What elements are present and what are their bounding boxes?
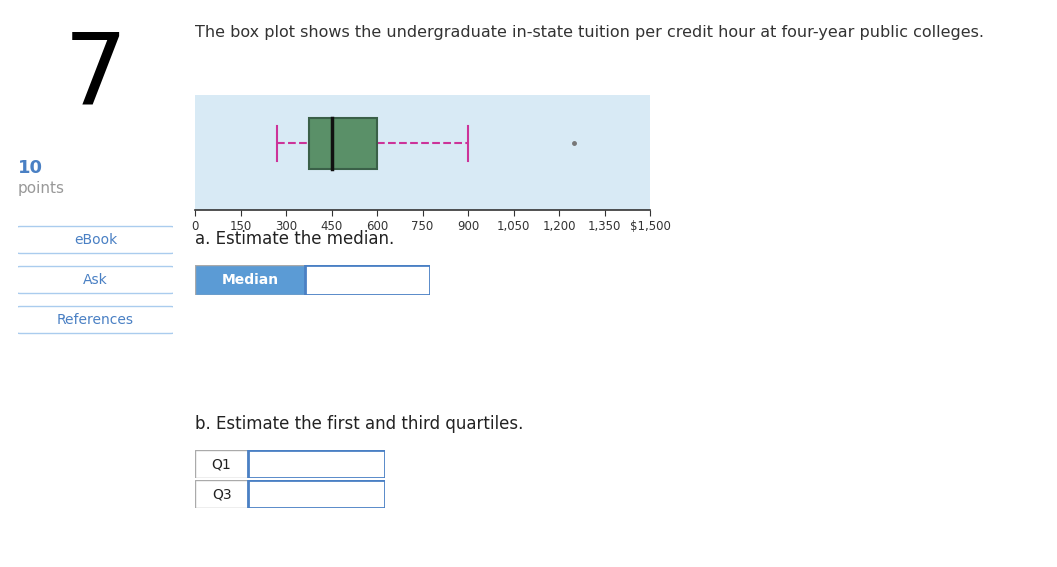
Text: References: References [57, 313, 134, 327]
Text: 10: 10 [18, 159, 43, 177]
Text: points: points [18, 180, 64, 196]
Bar [248, 450, 385, 478]
Text: Q3: Q3 [211, 487, 231, 501]
Text: The box plot shows the undergraduate in-state tuition per credit hour at four-ye: The box plot shows the undergraduate in-… [194, 25, 984, 40]
Bar [309, 118, 377, 168]
Text: b. Estimate the first and third quartiles.: b. Estimate the first and third quartile… [194, 415, 523, 433]
Text: Ask: Ask [84, 273, 108, 287]
Bar [194, 480, 248, 508]
FancyBboxPatch shape [15, 9, 177, 150]
Text: eBook: eBook [74, 233, 117, 247]
FancyBboxPatch shape [17, 226, 174, 253]
Text: Q1: Q1 [211, 457, 231, 471]
Bar [248, 480, 385, 508]
Bar [305, 265, 430, 295]
Text: 7: 7 [63, 28, 127, 125]
FancyBboxPatch shape [17, 266, 174, 294]
Text: a. Estimate the median.: a. Estimate the median. [194, 230, 394, 248]
Bar [194, 265, 305, 295]
Text: Median: Median [222, 273, 279, 287]
Bar [194, 450, 248, 478]
FancyBboxPatch shape [17, 307, 174, 333]
